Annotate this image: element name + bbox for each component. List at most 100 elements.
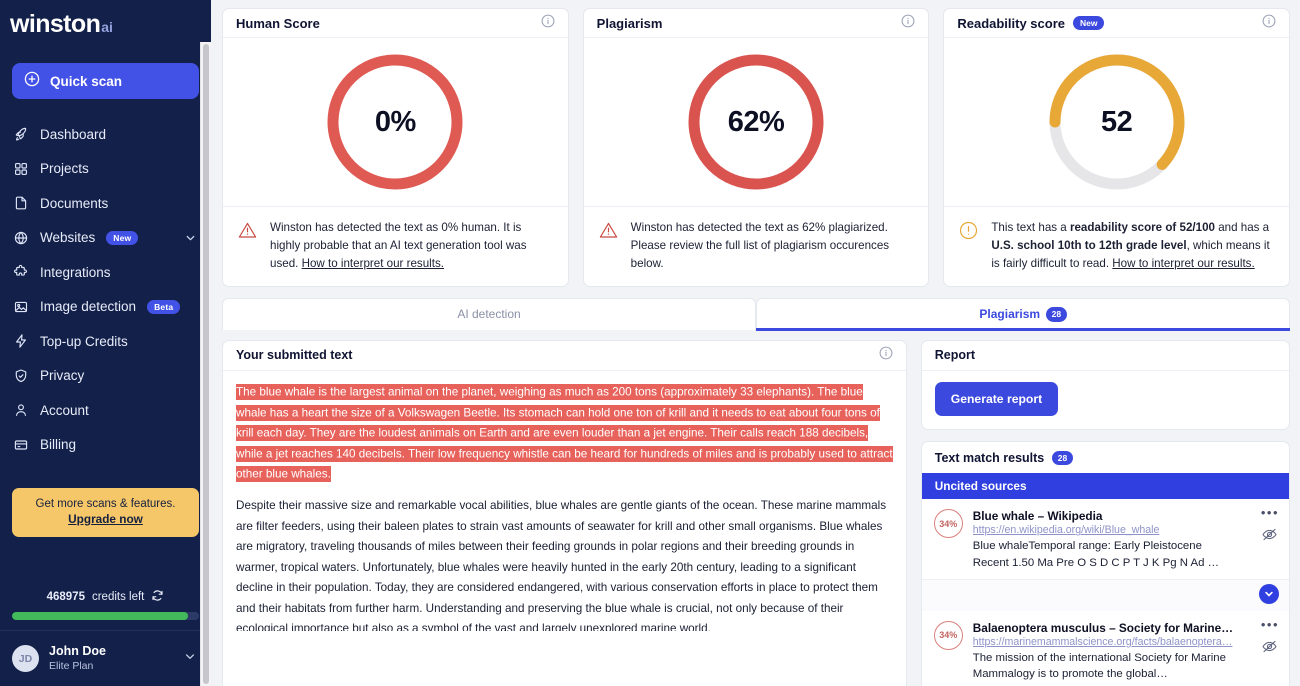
eye-off-icon[interactable] [1261,526,1278,548]
page-title: Human Score [236,15,320,31]
sidebar-item-image-detection[interactable]: Image detection Beta [0,290,211,325]
card-header: Human Score [223,9,568,38]
result-tabs: AI detection Plagiarism 28 [222,297,1290,331]
credits-row: 468975 credits left [12,589,199,605]
info-icon[interactable] [1262,14,1276,33]
grid-icon [12,160,29,177]
tab-label: Plagiarism [979,307,1041,322]
generate-report-button[interactable]: Generate report [934,381,1059,416]
sidebar-scrollbar[interactable] [200,42,211,686]
card-note: Winston has detected the text as 0% huma… [223,206,568,286]
donut-chart: 52 [944,38,1289,206]
rocket-icon [12,126,29,143]
scrollbar-thumb[interactable] [203,44,209,684]
credits-amount: 468975 [46,591,85,603]
results-header: Text match results 28 [922,442,1289,473]
collapse-row [921,579,1289,611]
list-item[interactable]: 34% Blue whale – Wikipedia https://en.wi… [921,499,1289,580]
card-note: This text has a readability score of 52/… [944,206,1290,286]
donut-chart: 0% [223,38,568,206]
card-human-score: Human Score 0% [222,8,569,287]
quick-scan-label: Quick scan [50,73,123,89]
card-icon [12,436,29,453]
sidebar-item-label: Billing [40,437,77,453]
eye-off-icon[interactable] [1261,638,1278,660]
user-menu[interactable]: JD John Doe Elite Plan [0,630,211,686]
chevron-down-icon[interactable] [183,649,197,668]
sidebar-item-integrations[interactable]: Integrations [0,255,211,290]
sidebar-item-documents[interactable]: Documents [0,186,211,221]
source-title: Balaenoptera musculus – Society for Mari… [972,620,1233,635]
sidebar-item-label: Privacy [40,368,85,384]
submitted-text-body[interactable]: The blue whale is the largest animal on … [223,371,906,631]
image-icon [12,298,29,315]
credits-section: 468975 credits left [0,589,211,630]
chevron-down-icon[interactable] [184,231,197,244]
plagiarism-highlight[interactable]: The blue whale is the largest animal on … [236,384,893,483]
plagiarism-score-value: 62% [727,105,785,138]
sidebar-item-label: Account [40,402,89,418]
uncited-sources-header[interactable]: Uncited sources [921,473,1289,500]
text-match-results-title: Text match results [934,451,1045,466]
more-options-icon[interactable]: ••• [1260,505,1279,521]
sidebar-item-billing[interactable]: Billing [0,428,211,463]
exclamation-circle-icon [958,219,980,273]
globe-icon [12,229,29,246]
panel-header: Your submitted text [223,341,906,371]
source-description: Blue whaleTemporal range: Early Pleistoc… [972,540,1220,569]
info-icon[interactable] [879,346,893,365]
sidebar-item-topup-credits[interactable]: Top-up Credits [0,324,211,359]
sidebar-item-label: Projects [40,161,89,177]
source-url-link[interactable]: https://marinemammalscience.org/facts/ba… [972,635,1233,648]
info-icon[interactable] [901,14,915,33]
card-header: Plagiarism [583,9,929,38]
upgrade-banner[interactable]: Get more scans & features. Upgrade now [12,488,199,537]
card-header: Readability score New [944,9,1290,38]
avatar: JD [12,645,39,672]
match-percent-ring: 34% [933,620,963,650]
plagiarism-note: Winston has detected the text as 62% pla… [630,221,890,270]
donut-chart: 62% [584,38,929,206]
chevron-down-circle-icon[interactable] [1259,583,1279,604]
page-title: Readability score [957,15,1065,31]
human-score-value: 0% [374,105,416,138]
source-description: The mission of the international Society… [972,651,1226,680]
card-readability-score: Readability score New 52 [943,8,1291,287]
tab-ai-detection[interactable]: AI detection [222,297,756,330]
quick-scan-button[interactable]: Quick scan [12,63,199,99]
sidebar-item-privacy[interactable]: Privacy [0,359,211,394]
tab-count-badge: 28 [1046,307,1067,322]
sidebar-badge-new: New [106,231,139,245]
credits-progress-bar [12,612,199,620]
report-title: Report [934,348,976,363]
card-note: Winston has detected the text as 62% pla… [583,206,929,286]
puzzle-icon [12,264,29,281]
sidebar-item-projects[interactable]: Projects [0,152,211,187]
sidebar-item-label: Websites [40,230,96,246]
more-options-icon[interactable]: ••• [1260,616,1279,632]
refresh-icon[interactable] [151,589,164,605]
report-panel: Report Generate report [920,339,1290,430]
main-content: Human Score 0% [211,0,1300,686]
bolt-icon [12,333,29,350]
sidebar-item-dashboard[interactable]: Dashboard [0,117,211,152]
upgrade-now-link[interactable]: Upgrade now [68,512,143,526]
upgrade-text: Get more scans & features. [35,498,176,510]
match-percent-ring: 34% [933,509,963,539]
user-name: John Doe [49,644,106,659]
status-badge: New [1073,15,1105,31]
sidebar-item-label: Dashboard [40,126,107,142]
sidebar-item-account[interactable]: Account [0,393,211,428]
warning-triangle-icon [598,219,620,273]
brand-logo[interactable]: winston ai [0,0,211,45]
sidebar-item-websites[interactable]: Websites New [0,221,211,256]
plus-circle-icon [24,71,40,92]
source-url-link[interactable]: https://en.wikipedia.org/wiki/Blue_whale [972,524,1160,537]
source-title: Blue whale – Wikipedia [972,509,1103,524]
sidebar-item-label: Integrations [40,264,111,280]
text-paragraph: Despite their massive size and remarkabl… [236,499,887,631]
list-item[interactable]: 34% Balaenoptera musculus – Society for … [922,611,1289,686]
score-cards-row: Human Score 0% [211,0,1300,287]
info-icon[interactable] [541,14,555,33]
tab-plagiarism[interactable]: Plagiarism 28 [756,297,1290,331]
